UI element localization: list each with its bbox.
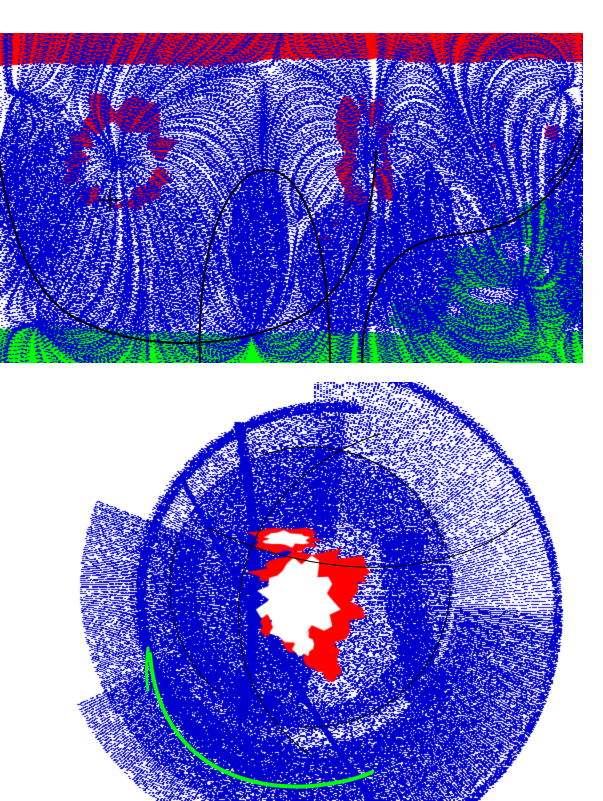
sphere-meridian-left [238,433,381,757]
separatrix-curve-4 [547,128,583,184]
crosshair-marker [99,189,121,211]
sphere-limb [169,446,451,728]
longitude-latitude-map-panel [0,33,583,363]
negative-polarity-arc [148,652,374,789]
separatrix-curve-3 [361,142,583,363]
map-field-line-layer [0,33,583,363]
map-overlay-layer [0,128,583,363]
spherical-3d-projection-panel [60,382,603,801]
sphere-overlay-layer [145,433,523,789]
negative-polarity-arc-segment [145,646,150,692]
separatrix-curve-1 [0,150,377,344]
separatrix-curve-2 [198,169,331,363]
sphere-equator [207,517,523,568]
sphere-field-line-layer [60,382,603,801]
